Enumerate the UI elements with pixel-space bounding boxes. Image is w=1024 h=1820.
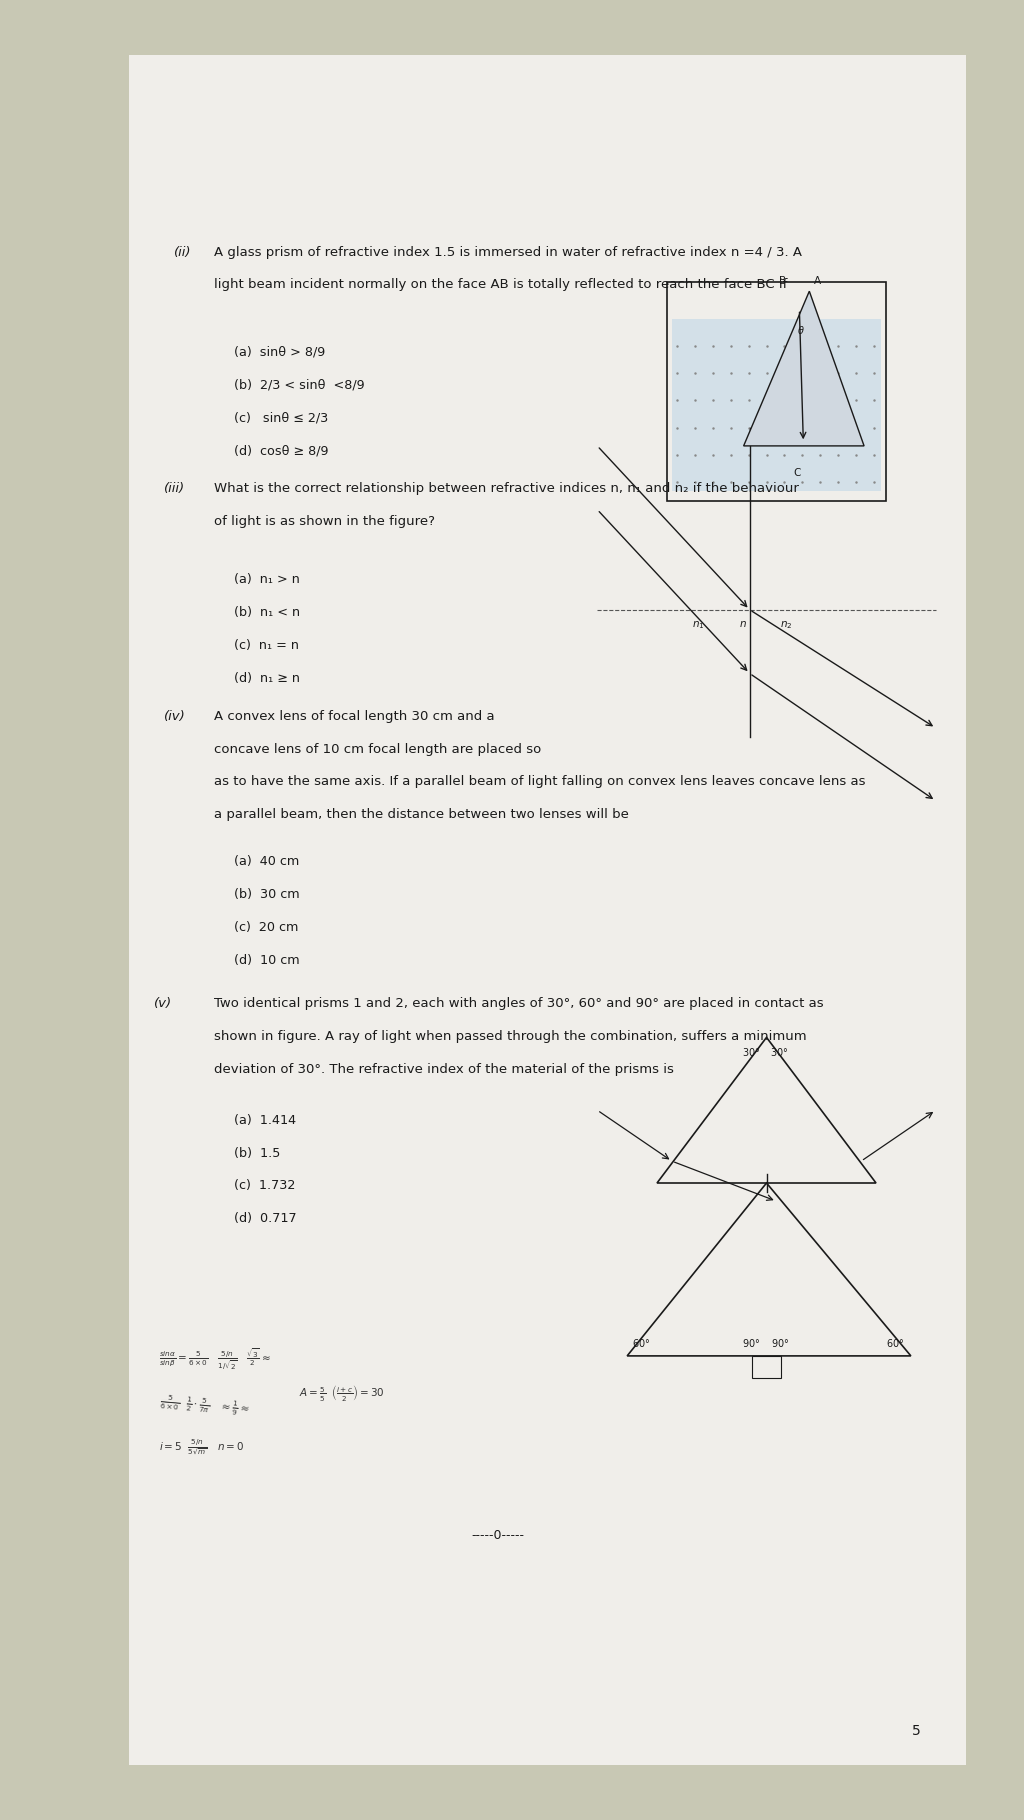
Text: B: B bbox=[779, 277, 786, 286]
Bar bbox=[672, 318, 881, 491]
Text: $\frac{sin\alpha}{sin\beta} = \frac{5}{6\times 0}$   $\frac{5/n}{1/\sqrt{2}}$   : $\frac{sin\alpha}{sin\beta} = \frac{5}{6… bbox=[160, 1347, 271, 1372]
Text: (ii): (ii) bbox=[174, 246, 191, 258]
Text: $90°$: $90°$ bbox=[771, 1338, 790, 1349]
Text: concave lens of 10 cm focal length are placed so: concave lens of 10 cm focal length are p… bbox=[214, 743, 542, 755]
Text: (v): (v) bbox=[155, 997, 172, 1010]
Text: (c)   sinθ ≤ 2/3: (c) sinθ ≤ 2/3 bbox=[233, 411, 328, 424]
Polygon shape bbox=[743, 291, 864, 446]
Text: 5: 5 bbox=[911, 1724, 921, 1738]
Text: A convex lens of focal length 30 cm and a: A convex lens of focal length 30 cm and … bbox=[214, 710, 495, 723]
Text: a parallel beam, then the distance between two lenses will be: a parallel beam, then the distance betwe… bbox=[214, 808, 629, 821]
Text: -----0-----: -----0----- bbox=[471, 1529, 524, 1542]
Text: $\theta$: $\theta$ bbox=[798, 324, 805, 337]
Text: light beam incident normally on the face AB is totally reflected to reach the fa: light beam incident normally on the face… bbox=[214, 278, 787, 291]
Text: (d)  cosθ ≥ 8/9: (d) cosθ ≥ 8/9 bbox=[233, 444, 329, 457]
Bar bbox=[752, 1356, 781, 1378]
Text: (c)  1.732: (c) 1.732 bbox=[233, 1179, 295, 1192]
Text: $i = 5$  $\frac{5/n}{5\sqrt{m}}$   $n = 0$: $i = 5$ $\frac{5/n}{5\sqrt{m}}$ $n = 0$ bbox=[160, 1438, 245, 1458]
Text: C: C bbox=[794, 468, 801, 477]
Text: A glass prism of refractive index 1.5 is immersed in water of refractive index n: A glass prism of refractive index 1.5 is… bbox=[214, 246, 802, 258]
Text: Two identical prisms 1 and 2, each with angles of 30°, 60° and 90° are placed in: Two identical prisms 1 and 2, each with … bbox=[214, 997, 823, 1010]
Text: (d)  10 cm: (d) 10 cm bbox=[233, 954, 300, 966]
Text: $30°$: $30°$ bbox=[769, 1046, 787, 1057]
Text: (c)  n₁ = n: (c) n₁ = n bbox=[233, 639, 299, 652]
Text: (d)  0.717: (d) 0.717 bbox=[233, 1212, 297, 1225]
Text: $\frac{5}{6\times 0}$  $\frac{1}{2} \cdot \frac{5}{7\pi}$   $\approx \frac{1}{9}: $\frac{5}{6\times 0}$ $\frac{1}{2} \cdot… bbox=[160, 1392, 250, 1418]
Text: (iv): (iv) bbox=[164, 710, 186, 723]
Text: (a)  40 cm: (a) 40 cm bbox=[233, 855, 299, 868]
Text: (a)  sinθ > 8/9: (a) sinθ > 8/9 bbox=[233, 346, 326, 359]
Text: deviation of 30°. The refractive index of the material of the prisms is: deviation of 30°. The refractive index o… bbox=[214, 1063, 674, 1076]
Text: (b)  2/3 < sinθ  <8/9: (b) 2/3 < sinθ <8/9 bbox=[233, 379, 365, 391]
Text: (a)  n₁ > n: (a) n₁ > n bbox=[233, 573, 300, 586]
Text: as to have the same axis. If a parallel beam of light falling on convex lens lea: as to have the same axis. If a parallel … bbox=[214, 775, 865, 788]
Text: $30°$: $30°$ bbox=[741, 1046, 760, 1057]
Text: $60°$: $60°$ bbox=[632, 1338, 650, 1349]
Text: (b)  n₁ < n: (b) n₁ < n bbox=[233, 606, 300, 619]
Text: What is the correct relationship between refractive indices n, n₁ and n₂ if the : What is the correct relationship between… bbox=[214, 482, 799, 495]
Text: $n_1$: $n_1$ bbox=[692, 619, 705, 630]
Text: (d)  n₁ ≥ n: (d) n₁ ≥ n bbox=[233, 672, 300, 684]
Text: $60°$: $60°$ bbox=[886, 1338, 904, 1349]
Text: $A = \frac{5}{5}$  $\left(\frac{i+c}{2}\right) = 30$: $A = \frac{5}{5}$ $\left(\frac{i+c}{2}\r… bbox=[299, 1383, 384, 1403]
Text: A: A bbox=[814, 277, 821, 286]
Text: $n_2$: $n_2$ bbox=[780, 619, 793, 630]
Text: shown in figure. A ray of light when passed through the combination, suffers a m: shown in figure. A ray of light when pas… bbox=[214, 1030, 807, 1043]
Text: (iii): (iii) bbox=[164, 482, 185, 495]
Text: of light is as shown in the figure?: of light is as shown in the figure? bbox=[214, 515, 435, 528]
Bar bbox=[129, 55, 966, 1765]
Text: (b)  30 cm: (b) 30 cm bbox=[233, 888, 300, 901]
Text: $90°$: $90°$ bbox=[741, 1338, 760, 1349]
Bar bbox=[667, 282, 886, 501]
Text: (b)  1.5: (b) 1.5 bbox=[233, 1147, 281, 1159]
Text: $n$: $n$ bbox=[739, 619, 748, 628]
Text: (a)  1.414: (a) 1.414 bbox=[233, 1114, 296, 1127]
Text: (c)  20 cm: (c) 20 cm bbox=[233, 921, 298, 934]
